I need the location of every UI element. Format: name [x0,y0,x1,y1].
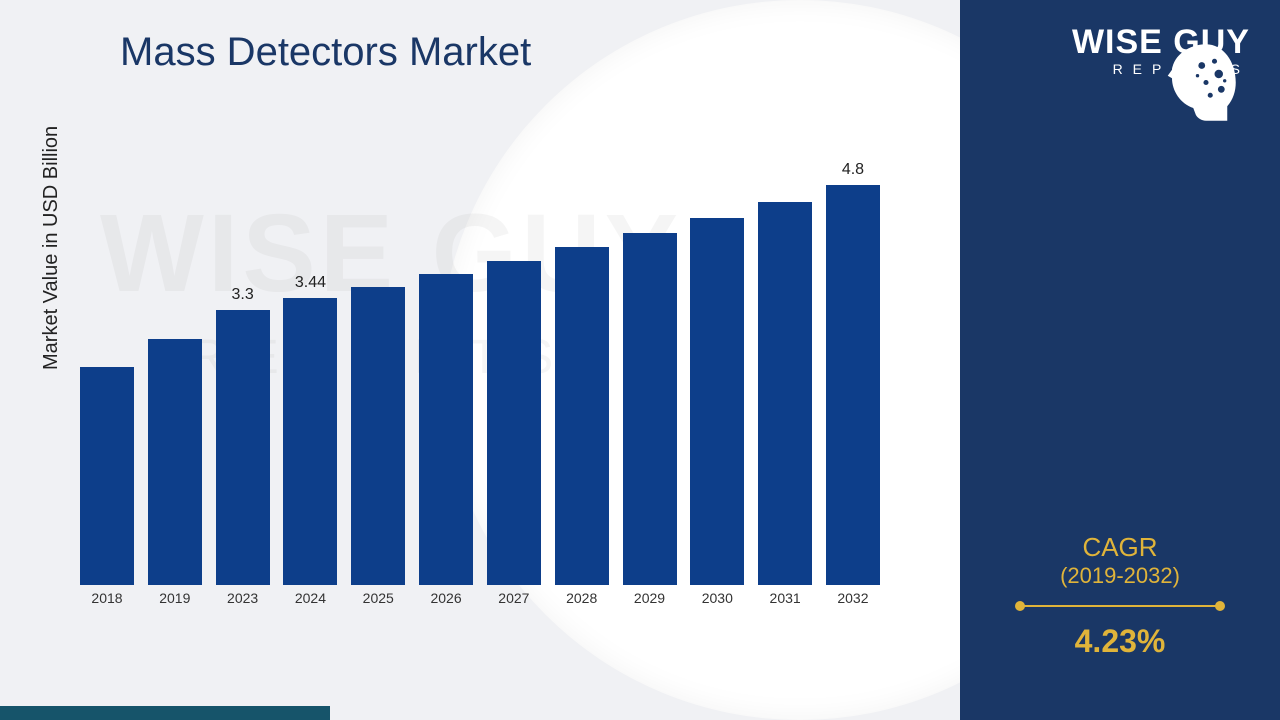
x-axis-tick: 2025 [351,590,405,606]
bar-wrap [148,339,202,585]
chart-bar [216,310,270,585]
bar-value-label: 3.3 [232,286,254,304]
bar-wrap [419,274,473,585]
cagr-value: 4.23% [1000,623,1240,660]
bars-container: 3.33.444.8 [80,185,880,585]
x-axis-tick: 2030 [690,590,744,606]
bar-wrap [758,202,812,585]
x-axis-tick: 2018 [80,590,134,606]
x-axis-tick: 2024 [283,590,337,606]
chart-content: Mass Detectors Market Market Value in US… [0,0,980,720]
cagr-period: (2019-2032) [1000,563,1240,589]
chart-bar [555,247,609,585]
chart-bar [283,298,337,585]
x-axis-tick: 2028 [555,590,609,606]
chart-bar [487,261,541,585]
bar-value-label: 4.8 [842,161,864,179]
chart-bar [623,233,677,586]
bar-chart: 3.33.444.8 [80,185,880,585]
bar-value-label: 3.44 [295,274,326,292]
x-axis: 2018 2019 2023 2024 2025 2026 2027 2028 2029 2030… [80,590,880,606]
bar-wrap: 4.8 [826,185,880,585]
x-axis-tick: 2019 [148,590,202,606]
bar-wrap: 3.44 [283,298,337,585]
bar-wrap [623,233,677,586]
cagr-divider [1020,605,1220,607]
y-axis-label: Market Value in USD Billion [40,126,63,370]
x-axis-tick: 2027 [487,590,541,606]
infographic-canvas: WISE GUY REPORTS Mass Detectors Market M… [0,0,1280,720]
cagr-block: CAGR (2019-2032) 4.23% [1000,532,1240,660]
chart-bar [351,287,405,585]
bar-wrap: 3.3 [216,310,270,585]
chart-bar [80,367,134,585]
x-axis-tick: 2029 [623,590,677,606]
chart-title: Mass Detectors Market [120,30,531,75]
bar-wrap [80,367,134,585]
cagr-title: CAGR [1000,532,1240,563]
chart-bar [148,339,202,585]
chart-bar [690,218,744,586]
bar-wrap [555,247,609,585]
chart-bar [826,185,880,585]
bottom-accent-strip [0,706,330,720]
x-axis-tick: 2023 [216,590,270,606]
bar-wrap [487,261,541,585]
x-axis-tick: 2031 [758,590,812,606]
bar-wrap [351,287,405,585]
x-axis-tick: 2026 [419,590,473,606]
bar-wrap [690,218,744,586]
x-axis-tick: 2032 [826,590,880,606]
chart-bar [419,274,473,585]
chart-bar [758,202,812,585]
head-profile-icon [1155,40,1240,125]
brand-logo: WISE GUY REPORTS [990,25,1250,77]
